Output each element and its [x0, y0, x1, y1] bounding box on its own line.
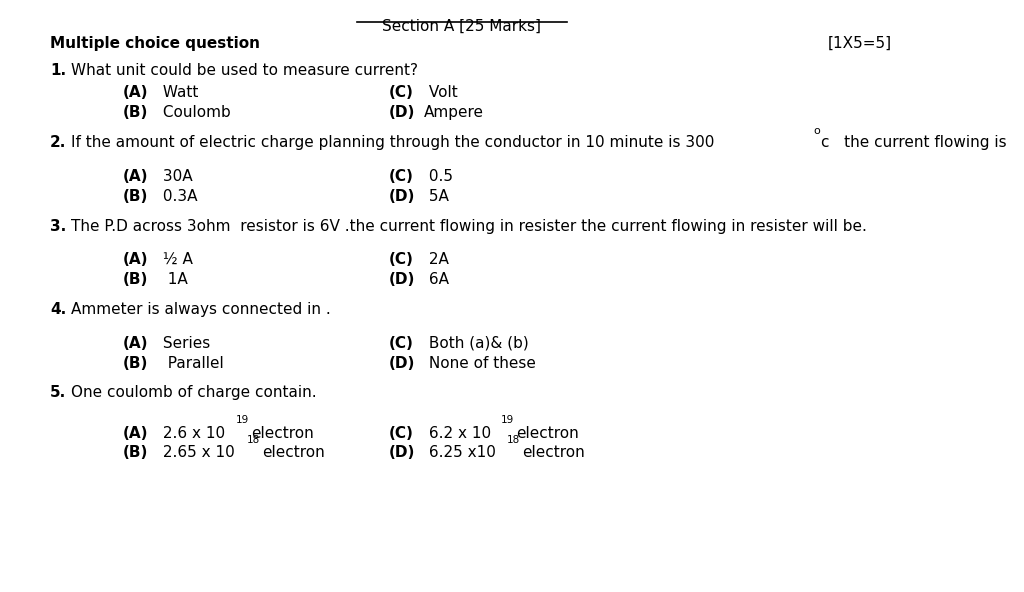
Text: 2.6 x 10: 2.6 x 10 [158, 426, 225, 440]
Text: 5A: 5A [424, 189, 449, 204]
Text: (A): (A) [123, 426, 148, 440]
Text: 5.: 5. [50, 385, 67, 400]
Text: (C): (C) [389, 169, 414, 184]
Text: Ampere: Ampere [424, 105, 483, 120]
Text: 4.: 4. [50, 302, 67, 317]
Text: 18: 18 [507, 435, 519, 445]
Text: 6A: 6A [424, 272, 449, 287]
Text: 2.65 x 10: 2.65 x 10 [158, 445, 234, 461]
Text: 19: 19 [501, 415, 514, 425]
Text: (C): (C) [389, 336, 414, 350]
Text: 2A: 2A [424, 252, 449, 267]
Text: (B): (B) [123, 272, 148, 287]
Text: If the amount of electric charge planning through the conductor in 10 minute is : If the amount of electric charge plannin… [71, 136, 715, 150]
Text: (A): (A) [123, 252, 148, 267]
Text: 3.: 3. [50, 219, 67, 234]
Text: [1X5=5]: [1X5=5] [828, 36, 892, 52]
Text: 19: 19 [236, 415, 249, 425]
Text: Both (a)& (b): Both (a)& (b) [424, 336, 528, 350]
Text: 18: 18 [247, 435, 260, 445]
Text: Watt: Watt [158, 85, 199, 99]
Text: (D): (D) [389, 272, 415, 287]
Text: c   the current flowing is: c the current flowing is [821, 136, 1007, 150]
Text: (D): (D) [389, 445, 415, 461]
Text: Ammeter is always connected in .: Ammeter is always connected in . [71, 302, 331, 317]
Text: Volt: Volt [424, 85, 458, 99]
Text: ½ A: ½ A [158, 252, 193, 267]
Text: (A): (A) [123, 85, 148, 99]
Text: Coulomb: Coulomb [158, 105, 230, 120]
Text: Parallel: Parallel [158, 356, 223, 371]
Text: electron: electron [521, 445, 585, 461]
Text: 6.25 x10: 6.25 x10 [424, 445, 496, 461]
Text: Section A [25 Marks]: Section A [25 Marks] [382, 19, 542, 34]
Text: 19: 19 [501, 415, 514, 425]
Text: (C): (C) [389, 426, 414, 440]
Text: o: o [813, 126, 820, 136]
Text: Series: Series [158, 336, 210, 350]
Text: electron: electron [262, 445, 325, 461]
Text: (A): (A) [123, 169, 148, 184]
Text: o: o [813, 126, 820, 136]
Text: 30A: 30A [158, 169, 193, 184]
Text: electron: electron [251, 426, 313, 440]
Text: (D): (D) [389, 189, 415, 204]
Text: 0.3A: 0.3A [158, 189, 198, 204]
Text: The P.D across 3ohm  resistor is 6V .the current flowing in resister the current: The P.D across 3ohm resistor is 6V .the … [71, 219, 867, 234]
Text: 19: 19 [236, 415, 249, 425]
Text: What unit could be used to measure current?: What unit could be used to measure curre… [71, 63, 418, 78]
Text: 2.: 2. [50, 136, 67, 150]
Text: 6.2 x 10: 6.2 x 10 [424, 426, 490, 440]
Text: 18: 18 [507, 435, 519, 445]
Text: (C): (C) [389, 252, 414, 267]
Text: None of these: None of these [424, 356, 536, 371]
Text: One coulomb of charge contain.: One coulomb of charge contain. [71, 385, 316, 400]
Text: (B): (B) [123, 445, 148, 461]
Text: (B): (B) [123, 105, 148, 120]
Text: 1A: 1A [158, 272, 187, 287]
Text: (C): (C) [389, 85, 414, 99]
Text: (B): (B) [123, 189, 148, 204]
Text: electron: electron [516, 426, 579, 440]
Text: Multiple choice question: Multiple choice question [50, 36, 260, 52]
Text: 0.5: 0.5 [424, 169, 453, 184]
Text: (A): (A) [123, 336, 148, 350]
Text: (D): (D) [389, 105, 415, 120]
Text: (D): (D) [389, 356, 415, 371]
Text: 18: 18 [247, 435, 260, 445]
Text: (B): (B) [123, 356, 148, 371]
Text: 1.: 1. [50, 63, 67, 78]
